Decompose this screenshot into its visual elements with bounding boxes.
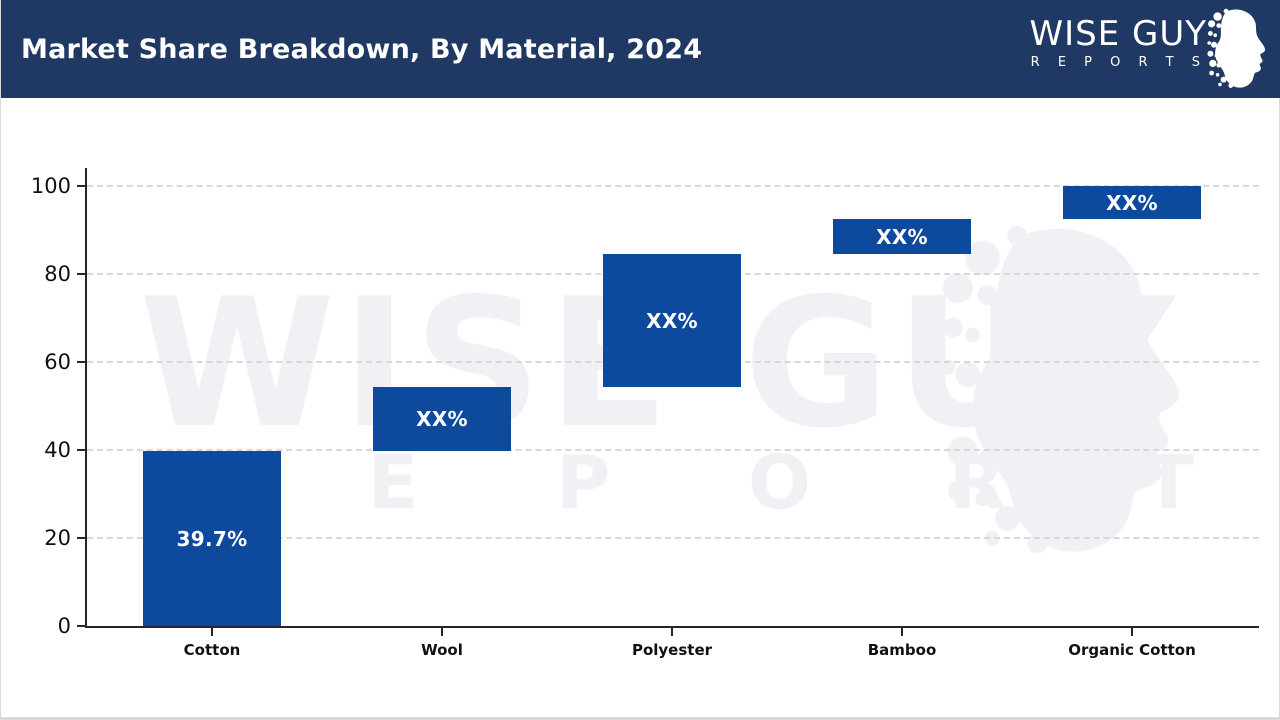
- bar-cotton: 39.7%: [143, 451, 281, 626]
- x-axis-tick-mark: [441, 628, 443, 636]
- bar-value-label: XX%: [1106, 190, 1158, 215]
- y-axis-tick-mark: [77, 625, 85, 627]
- y-axis-tick-label: 80: [44, 262, 71, 286]
- y-axis-tick-mark: [77, 273, 85, 275]
- x-axis-category-label: Organic Cotton: [1068, 641, 1196, 659]
- x-axis-line: [85, 626, 1259, 628]
- brand-logo: WISE GUY R E P O R T S: [1029, 0, 1269, 98]
- bar-bamboo: XX%: [833, 219, 971, 255]
- header: Market Share Breakdown, By Material, 202…: [1, 0, 1280, 98]
- gridline-20: [87, 537, 1259, 539]
- x-axis-tick-mark: [1131, 628, 1133, 636]
- y-axis-tick-mark: [77, 185, 85, 187]
- bar-value-label: XX%: [876, 224, 928, 249]
- bar-value-label: XX%: [416, 407, 468, 432]
- x-axis-category-label: Polyester: [631, 641, 713, 659]
- bar-value-label: XX%: [646, 308, 698, 333]
- y-axis-tick-label: 60: [44, 350, 71, 374]
- y-axis-tick-label: 0: [57, 614, 71, 638]
- bar-wool: XX%: [373, 387, 511, 452]
- y-axis-tick-label: 20: [44, 526, 71, 550]
- y-axis-tick-mark: [77, 537, 85, 539]
- y-axis-tick-mark: [77, 361, 85, 363]
- brand-head-icon: [1207, 8, 1266, 88]
- y-axis-tick-mark: [77, 449, 85, 451]
- watermark-head-icon: [943, 225, 1179, 554]
- brand-text: WISE GUY R E P O R T S: [1029, 16, 1207, 70]
- gridline-100: [87, 185, 1259, 187]
- x-axis-category-label: Wool: [421, 641, 463, 659]
- x-axis-category-label: Cotton: [183, 641, 241, 659]
- x-axis-category-label: Bamboo: [867, 641, 937, 659]
- gridline-40: [87, 449, 1259, 451]
- x-axis-tick-mark: [211, 628, 213, 636]
- y-axis-tick-label: 100: [30, 174, 71, 198]
- x-axis-tick-mark: [671, 628, 673, 636]
- brand-name: WISE GUY: [1029, 14, 1207, 54]
- bar-value-label: 39.7%: [176, 526, 248, 551]
- bar-polyester: XX%: [603, 254, 741, 388]
- x-axis-tick-mark: [901, 628, 903, 636]
- brand-subtitle: R E P O R T S: [1030, 55, 1207, 70]
- plot-area: WISE GUY R E P O R T S 02040608010039.7%…: [1, 98, 1280, 720]
- chart-title: Market Share Breakdown, By Material, 202…: [21, 33, 703, 65]
- bar-organic-cotton: XX%: [1063, 186, 1201, 219]
- y-axis-tick-label: 40: [44, 438, 71, 462]
- y-axis-line: [85, 168, 87, 628]
